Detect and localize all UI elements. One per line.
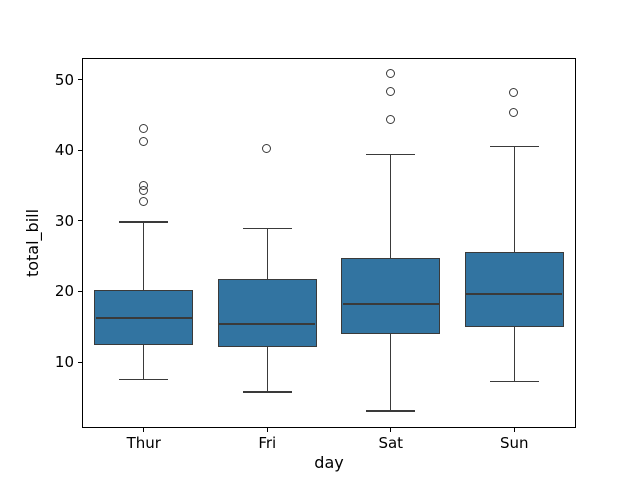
outlier-marker-sat xyxy=(385,115,395,125)
x-tick-mark xyxy=(390,428,392,432)
x-tick-label: Sat xyxy=(378,434,404,452)
x-axis-label: day xyxy=(314,453,344,472)
median-line-thur xyxy=(95,317,192,320)
outlier-marker-sat xyxy=(385,69,395,79)
whisker-cap-high-fri xyxy=(242,227,292,229)
whisker-cap-low-sun xyxy=(489,380,539,383)
boxplot-box-sun xyxy=(464,251,564,327)
whisker-lower-thur xyxy=(143,344,145,380)
whisker-cap-high-sun xyxy=(489,145,539,147)
whisker-cap-low-fri xyxy=(242,391,292,393)
outlier-marker-thur xyxy=(138,181,148,191)
whisker-lower-sun xyxy=(513,326,515,382)
y-tick-label: 50 xyxy=(54,70,74,89)
y-tick-mark xyxy=(78,361,82,363)
y-tick-label: 40 xyxy=(54,141,74,160)
whisker-lower-fri xyxy=(266,347,268,393)
outlier-marker-sat xyxy=(385,87,395,97)
median-line-fri xyxy=(219,323,316,325)
whisker-cap-high-thur xyxy=(119,221,169,223)
whisker-upper-fri xyxy=(266,228,268,280)
median-line-sun xyxy=(466,293,563,295)
whisker-upper-sun xyxy=(513,146,515,252)
y-tick-label: 20 xyxy=(54,282,74,301)
plot-area xyxy=(82,58,576,428)
y-tick-mark xyxy=(78,290,82,292)
outlier-marker-sun xyxy=(509,107,519,117)
x-tick-label: Fri xyxy=(258,434,277,452)
y-tick-label: 10 xyxy=(54,353,74,372)
whisker-upper-thur xyxy=(143,221,145,291)
y-tick-mark xyxy=(78,79,82,81)
x-tick-mark xyxy=(266,428,268,432)
x-tick-mark xyxy=(143,428,145,432)
outlier-marker-thur xyxy=(138,137,148,147)
boxplot-box-sat xyxy=(341,258,441,335)
y-axis-label: total_bill xyxy=(23,208,42,278)
outlier-marker-thur xyxy=(138,123,148,133)
outlier-marker-sun xyxy=(509,87,519,97)
outlier-marker-fri xyxy=(262,144,272,154)
x-tick-label: Sun xyxy=(499,434,529,452)
whisker-lower-sat xyxy=(390,334,392,411)
y-tick-mark xyxy=(78,220,82,222)
x-tick-label: Thur xyxy=(126,434,161,452)
whisker-cap-low-sat xyxy=(366,410,416,412)
whisker-cap-high-sat xyxy=(366,153,416,155)
median-line-sat xyxy=(342,303,439,305)
boxplot-box-fri xyxy=(217,279,317,348)
whisker-upper-sat xyxy=(390,154,392,258)
y-tick-mark xyxy=(78,149,82,151)
outlier-marker-thur xyxy=(138,197,148,207)
whisker-cap-low-thur xyxy=(119,379,169,381)
y-tick-label: 30 xyxy=(54,211,74,230)
x-tick-mark xyxy=(513,428,515,432)
